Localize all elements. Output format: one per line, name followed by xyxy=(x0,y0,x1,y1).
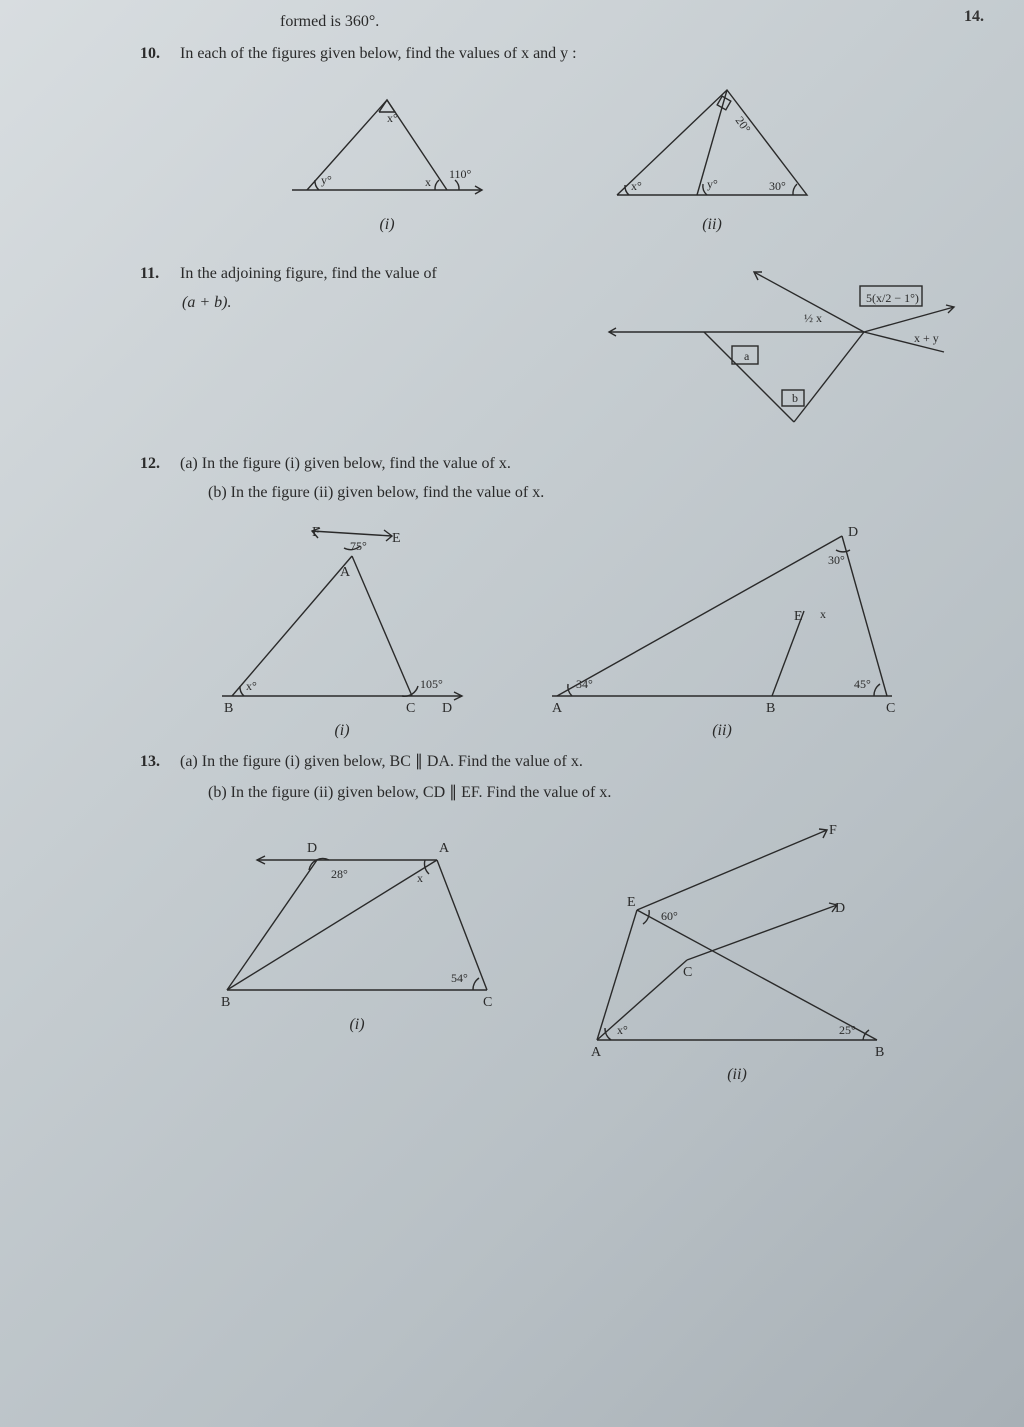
q13i-B: B xyxy=(221,995,230,1010)
q13i-28: 28° xyxy=(331,867,348,881)
q12-fig-ii-svg: D 30° E x 34° 45° A B C xyxy=(542,516,902,716)
q10-line: 10. In each of the figures given below, … xyxy=(140,42,964,66)
q12ii-A: A xyxy=(552,701,563,716)
q11-a: a xyxy=(744,349,750,363)
q13ii-A: A xyxy=(591,1045,602,1060)
q13i-D: D xyxy=(307,841,317,856)
q13ii-C: C xyxy=(683,965,692,980)
q13i-x: x xyxy=(417,871,423,885)
q12ii-x: x xyxy=(820,607,826,621)
q11-b: b xyxy=(792,391,798,405)
q13-fig-ii-svg: E F 60° D C x° 25° A B xyxy=(577,820,897,1060)
preline-text: formed is 360°. xyxy=(280,10,964,34)
q13-fig-i: D A 28° x 54° B C (i) xyxy=(207,820,507,1084)
q11-ab: (a + b). xyxy=(182,294,604,312)
q12i-E: E xyxy=(392,531,401,546)
q11-xplusy: x + y xyxy=(914,331,939,345)
q11-text: In the adjoining figure, find the value … xyxy=(180,262,437,286)
q12i-B: B xyxy=(224,701,233,716)
q12i-75: 75° xyxy=(350,539,367,553)
q10-fig-ii-svg: x° y° 20° 30° xyxy=(607,80,817,210)
q13ii-F: F xyxy=(829,823,837,838)
q12i-A: A xyxy=(340,565,351,580)
q12ii-30: 30° xyxy=(828,553,845,567)
q10-fig-i: x° y° x 110° (i) xyxy=(287,80,487,234)
q12-fig-i: F E 75° A x° 105° B C D (i) xyxy=(202,516,482,740)
q13-fig-ii: E F 60° D C x° 25° A B (ii) xyxy=(577,820,897,1084)
q12ii-E: E xyxy=(794,609,803,624)
q10-i-x-label: x xyxy=(425,175,431,189)
q10-i-110-label: 110° xyxy=(449,167,472,181)
q12i-105: 105° xyxy=(420,677,443,691)
q12-a: (a) In the figure (i) given below, find … xyxy=(180,452,511,476)
page-container: 14. formed is 360°. 10. In each of the f… xyxy=(60,0,1004,1427)
q10-i-apex-label: x° xyxy=(387,111,398,125)
q11-line: 11. In the adjoining figure, find the va… xyxy=(140,262,604,286)
corner-page-number: 14. xyxy=(964,8,984,26)
q10-fig-ii-label: (ii) xyxy=(702,216,722,234)
q10-fig-ii: x° y° 20° 30° (ii) xyxy=(607,80,817,234)
q12-fig-i-svg: F E 75° A x° 105° B C D xyxy=(202,516,482,716)
q13i-54: 54° xyxy=(451,971,468,985)
q11-expr: 5(x/2 − 1°) xyxy=(866,291,919,305)
q13ii-E: E xyxy=(627,895,636,910)
q12ii-D: D xyxy=(848,525,858,540)
q12i-x: x° xyxy=(246,679,257,693)
q13i-C: C xyxy=(483,995,492,1010)
q10-fig-i-svg: x° y° x 110° xyxy=(287,80,487,210)
q10-num: 10. xyxy=(140,42,176,66)
q13-fig-i-svg: D A 28° x 54° B C xyxy=(207,820,507,1010)
q11-halfx: ½ x xyxy=(804,311,822,325)
q10-figures: x° y° x 110° (i) x° y° 20° 30° xyxy=(140,80,964,234)
q10-i-y-label: y° xyxy=(321,173,332,187)
q12i-C: C xyxy=(406,701,415,716)
q12-line: 12. (a) In the figure (i) given below, f… xyxy=(140,452,964,476)
q10-ii-30: 30° xyxy=(769,179,786,193)
q13-b: (b) In the figure (ii) given below, CD ∥… xyxy=(208,782,964,802)
q13-fig-i-label: (i) xyxy=(349,1016,364,1034)
q13ii-B: B xyxy=(875,1045,884,1060)
q13-line: 13. (a) In the figure (i) given below, B… xyxy=(140,750,964,774)
q13-a: (a) In the figure (i) given below, BC ∥ … xyxy=(180,750,583,774)
q10-ii-y: y° xyxy=(707,177,718,191)
q12-fig-ii: D 30° E x 34° 45° A B C (ii) xyxy=(542,516,902,740)
q10-text: In each of the figures given below, find… xyxy=(180,42,577,66)
q13ii-x: x° xyxy=(617,1023,628,1037)
q12i-F: F xyxy=(312,525,320,540)
q12-num: 12. xyxy=(140,452,176,476)
q13ii-25: 25° xyxy=(839,1023,856,1037)
q12-figs: F E 75° A x° 105° B C D (i) xyxy=(140,516,964,740)
q12ii-B: B xyxy=(766,701,775,716)
q12i-D: D xyxy=(442,701,452,716)
q12ii-45: 45° xyxy=(854,677,871,691)
q12-fig-i-label: (i) xyxy=(334,722,349,740)
q12-fig-ii-label: (ii) xyxy=(712,722,732,740)
q12ii-34: 34° xyxy=(576,677,593,691)
q13ii-60: 60° xyxy=(661,909,678,923)
q13-num: 13. xyxy=(140,750,176,774)
q13i-A: A xyxy=(439,841,450,856)
q10-ii-20: 20° xyxy=(733,114,754,136)
q11-figure: ½ x 5(x/2 − 1°) x + y a b xyxy=(604,262,964,432)
q12ii-C: C xyxy=(886,701,895,716)
q13-fig-ii-label: (ii) xyxy=(727,1066,747,1084)
q11-row: 11. In the adjoining figure, find the va… xyxy=(140,262,964,432)
q13ii-D: D xyxy=(835,901,845,916)
q11-num: 11. xyxy=(140,262,176,286)
q13-figs: D A 28° x 54° B C (i) xyxy=(140,820,964,1084)
q12-b: (b) In the figure (ii) given below, find… xyxy=(208,484,964,502)
q10-fig-i-label: (i) xyxy=(379,216,394,234)
q10-ii-x: x° xyxy=(631,179,642,193)
